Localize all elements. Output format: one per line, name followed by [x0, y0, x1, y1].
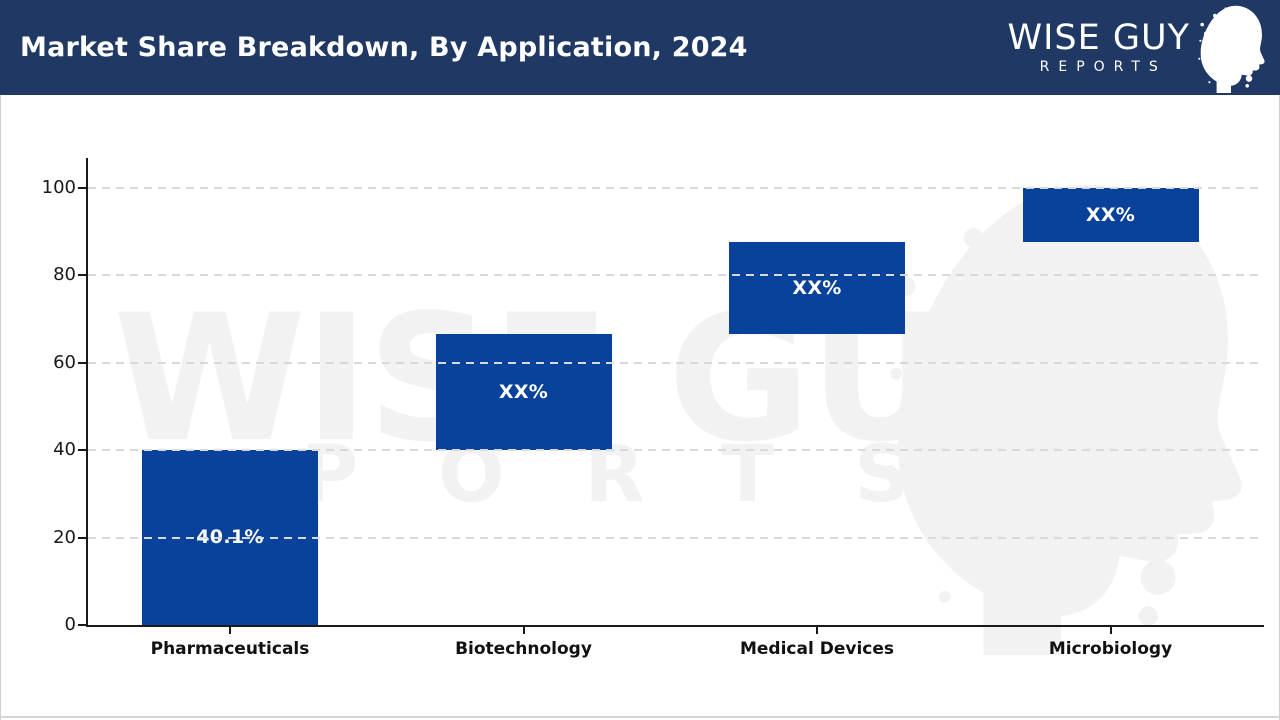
wise-guy-logo: WISE GUY REPORTS [1007, 3, 1270, 93]
x-axis-label-biotechnology: Biotechnology [455, 639, 592, 659]
x-axis [86, 625, 1264, 627]
bar-value-label: XX% [1085, 203, 1136, 226]
y-tick-label: 0 [64, 614, 76, 635]
y-tick-label: 40 [53, 439, 76, 460]
x-axis-label-microbiology: Microbiology [1048, 639, 1173, 659]
y-tick-mark [78, 361, 86, 364]
y-tick-mark [78, 624, 86, 626]
watermark-face-icon [884, 184, 1242, 655]
y-tick-mark [78, 186, 86, 189]
gridline-80 [88, 274, 1262, 276]
gridline-20 [88, 536, 1262, 539]
gridline-100 [88, 186, 1262, 189]
card-bottom-border [0, 716, 1280, 718]
y-tick-label: 80 [53, 264, 76, 285]
logo-brand-subtitle: REPORTS [1039, 59, 1167, 75]
x-tick-mark [229, 627, 231, 634]
y-tick-mark [78, 449, 86, 451]
header-banner: Market Share Breakdown, By Application, … [0, 0, 1280, 95]
wise-guy-face-icon [1198, 5, 1265, 93]
bar-value-label: XX% [792, 277, 842, 300]
y-tick-label: 100 [41, 176, 76, 198]
y-axis [86, 158, 88, 627]
bar-medical-devices: XX% [729, 242, 905, 335]
x-tick-mark [816, 627, 818, 634]
bar-value-label: XX% [498, 380, 549, 403]
y-tick-mark [78, 274, 86, 276]
logo-text: WISE GUY REPORTS [1007, 18, 1190, 75]
bar-biotechnology: XX% [435, 334, 612, 450]
x-tick-mark [1109, 627, 1112, 634]
x-axis-label-pharmaceuticals: Pharmaceuticals [150, 639, 310, 659]
chart-title: Market Share Breakdown, By Application, … [20, 32, 748, 63]
x-axis-label-medical-devices: Medical Devices [739, 639, 894, 659]
bar-microbiology: XX% [1022, 187, 1199, 243]
x-tick-mark [522, 627, 525, 634]
gridline-60 [88, 361, 1262, 364]
logo-brand-name: WISE GUY [1007, 18, 1190, 58]
y-tick-label: 20 [53, 526, 76, 548]
y-tick-mark [78, 536, 86, 539]
gridline-40 [88, 449, 1262, 451]
y-tick-label: 60 [53, 351, 76, 373]
